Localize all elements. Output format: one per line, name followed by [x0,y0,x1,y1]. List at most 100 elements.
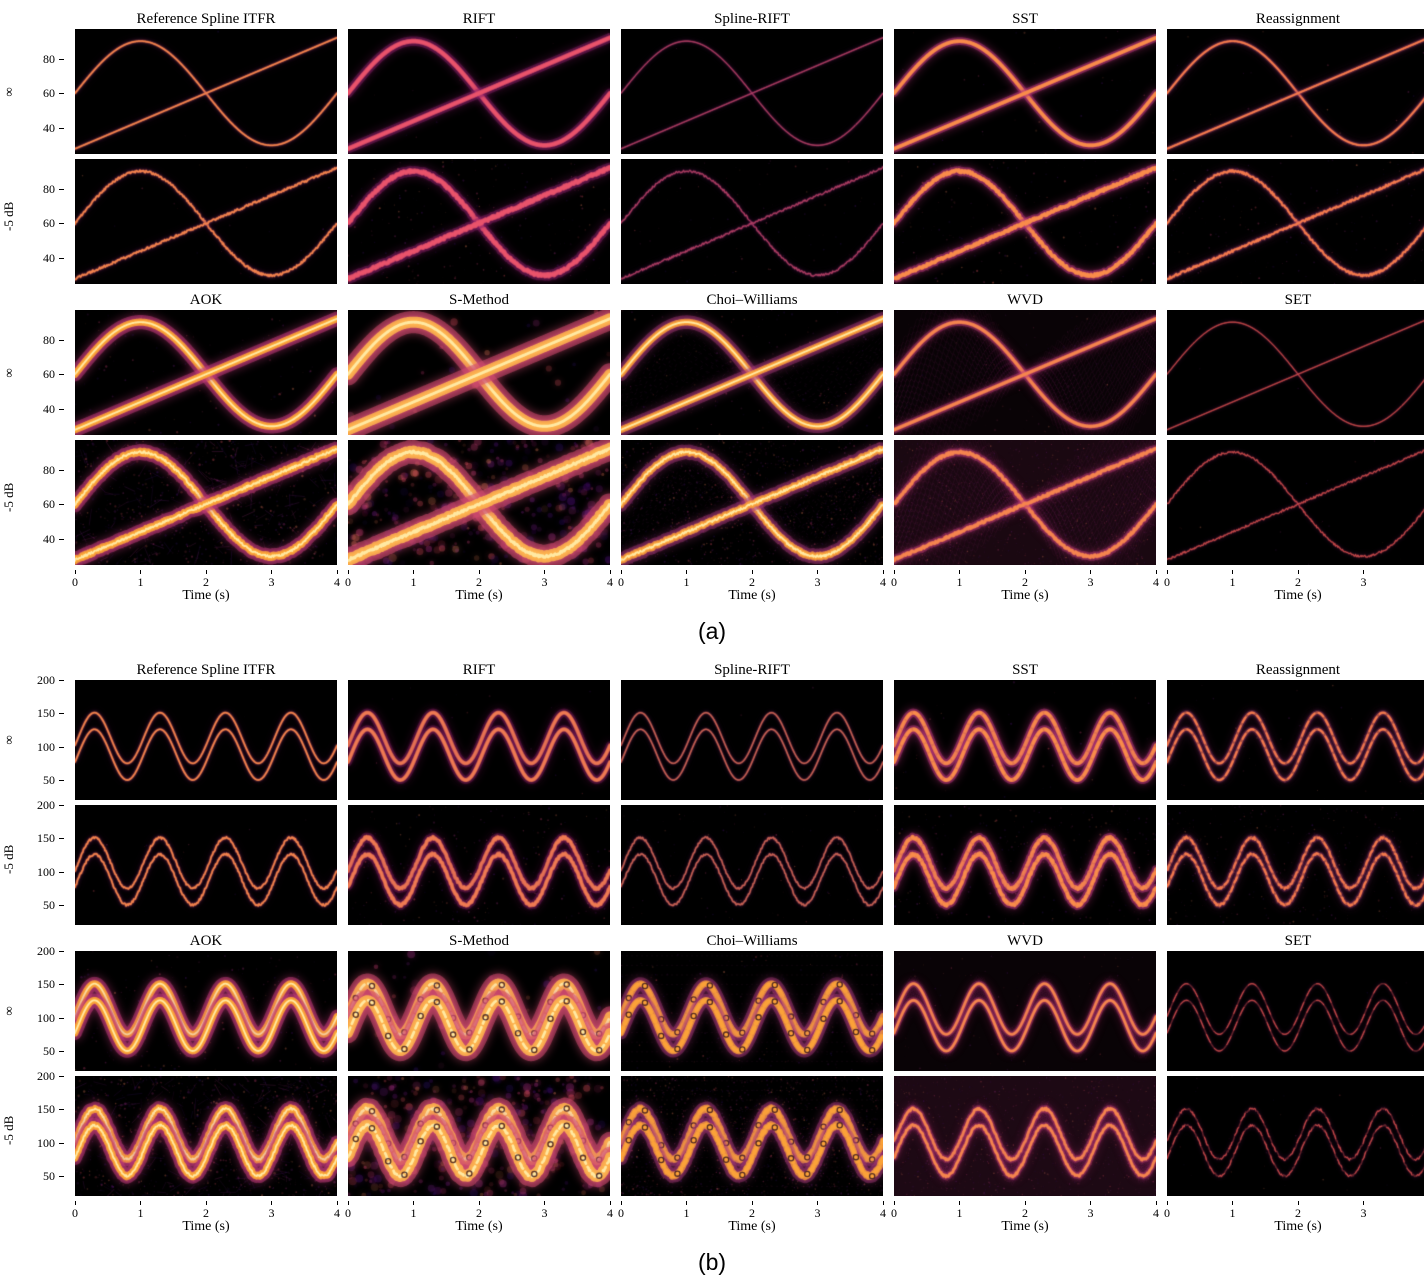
x-tick-label: 0 [72,1201,78,1221]
x-tick-label: 4 [880,570,886,590]
spectrogram-spline-rift-noisy [621,805,883,925]
x-tick-label: 4 [334,1201,340,1221]
y-tick-mark [59,838,64,839]
x-tick-axis: 01234 [621,570,883,588]
spectrogram-sst-noisy [894,159,1156,284]
method-title: S-Method [348,931,610,951]
x-tick-label: 3 [1361,570,1367,590]
y-tick-mark [59,1076,64,1077]
y-tick-label: 100 [37,1012,55,1024]
spectrogram-row: ∞ 40 60 80 [0,310,1424,435]
x-tick-label: 2 [476,570,482,590]
method-title: RIFT [348,9,610,29]
x-tick-row: 0123401234012340123401234 [0,1201,1424,1219]
y-tick-mark [59,223,64,224]
x-axis-label: Time (s) [621,1219,883,1239]
y-tick-label: 80 [43,464,55,476]
x-tick-label: 4 [607,570,613,590]
snr-row-label: -5 dB [1,494,17,512]
gutter-spacer [0,570,64,588]
x-tick-label: 1 [957,1201,963,1221]
x-tick-axis: 01234 [1167,570,1424,588]
y-tick-mark [59,59,64,60]
spectrogram-spline-rift-clean [621,29,883,154]
x-tick-label: 2 [1295,570,1301,590]
method-title: Reference Spline ITFR [75,660,337,680]
y-tick-mark [59,340,64,341]
gutter-spacer [0,588,64,608]
y-tick-label: 80 [43,334,55,346]
spectrogram-choi-williams-noisy [621,1076,883,1196]
y-tick-mark [59,189,64,190]
spectrogram-reassignment-clean [1167,29,1424,154]
spectrogram-spline-rift-noisy [621,159,883,284]
spectrogram-choi-williams-clean [621,951,883,1071]
x-tick-label: 3 [542,1201,548,1221]
method-title: SST [894,660,1156,680]
y-tick-label: 200 [37,1070,55,1082]
row-axis-gutter: ∞ 50 100 150 200 [0,951,64,1071]
x-tick-label: 0 [72,570,78,590]
x-tick-label: 3 [815,570,821,590]
x-tick-label: 2 [1022,570,1028,590]
x-axis-label: Time (s) [894,1219,1156,1239]
y-tick-mark [59,680,64,681]
spectrogram-row: -5 dB 40 60 80 [0,159,1424,284]
y-tick-mark [59,1109,64,1110]
spectrogram-s-method-clean [348,310,610,435]
method-title-row: AOK S-Method Choi–Williams WVD SET [0,289,1424,310]
x-tick-row: 0123401234012340123401234 [0,570,1424,588]
x-tick-label: 3 [1088,1201,1094,1221]
x-axis-label: Time (s) [1167,588,1424,608]
x-tick-label: 2 [203,1201,209,1221]
x-tick-label: 2 [1022,1201,1028,1221]
spectrogram-wvd-clean [894,310,1156,435]
spectrogram-s-method-noisy [348,1076,610,1196]
y-tick-mark [59,984,64,985]
x-label-row: Time (s) Time (s) Time (s) Time (s) Time (s) [0,588,1424,608]
spectrogram-row: ∞ 40 60 80 [0,29,1424,154]
spectrogram-aok-clean [75,951,337,1071]
gutter-spacer [0,1219,64,1239]
y-tick-mark [59,409,64,410]
y-tick-label: 40 [43,533,55,545]
x-tick-label: 3 [542,570,548,590]
spectrogram-reference-spline-itfr-clean [75,680,337,800]
method-title: Reassignment [1167,660,1424,680]
x-tick-label: 0 [345,1201,351,1221]
x-tick-label: 2 [476,1201,482,1221]
x-tick-label: 1 [684,1201,690,1221]
method-title: AOK [75,931,337,951]
x-tick-label: 3 [1088,570,1094,590]
y-tick-mark [59,872,64,873]
x-tick-label: 0 [1164,1201,1170,1221]
row-axis-gutter: -5 dB 40 60 80 [0,159,64,284]
y-tick-label: 150 [37,707,55,719]
y-tick-mark [59,128,64,129]
x-tick-label: 0 [618,570,624,590]
x-tick-label: 4 [1153,1201,1159,1221]
y-tick-mark [59,504,64,505]
y-tick-label: 150 [37,1103,55,1115]
y-tick-mark [59,1143,64,1144]
x-tick-axis: 01234 [75,1201,337,1219]
y-tick-label: 150 [37,832,55,844]
panel-b: Reference Spline ITFR RIFT Spline-RIFT SST R… [0,659,1424,1239]
y-tick-label: 100 [37,1137,55,1149]
row-axis-gutter: ∞ 50 100 150 200 [0,680,64,800]
y-tick-mark [59,805,64,806]
x-tick-axis: 01234 [621,1201,883,1219]
y-tick-mark [59,713,64,714]
spectrogram-reference-spline-itfr-clean [75,29,337,154]
y-tick-label: 50 [43,774,55,786]
method-title: Choi–Williams [621,931,883,951]
x-axis-label: Time (s) [75,1219,337,1239]
method-title: SET [1167,290,1424,310]
row-axis-gutter: ∞ 40 60 80 [0,29,64,154]
spectrogram-row: -5 dB 40 60 80 [0,440,1424,565]
row-axis-gutter: ∞ 40 60 80 [0,310,64,435]
caption-a: (a) [0,608,1424,657]
y-tick-label: 150 [37,978,55,990]
method-title: SET [1167,931,1424,951]
x-axis-label: Time (s) [348,1219,610,1239]
